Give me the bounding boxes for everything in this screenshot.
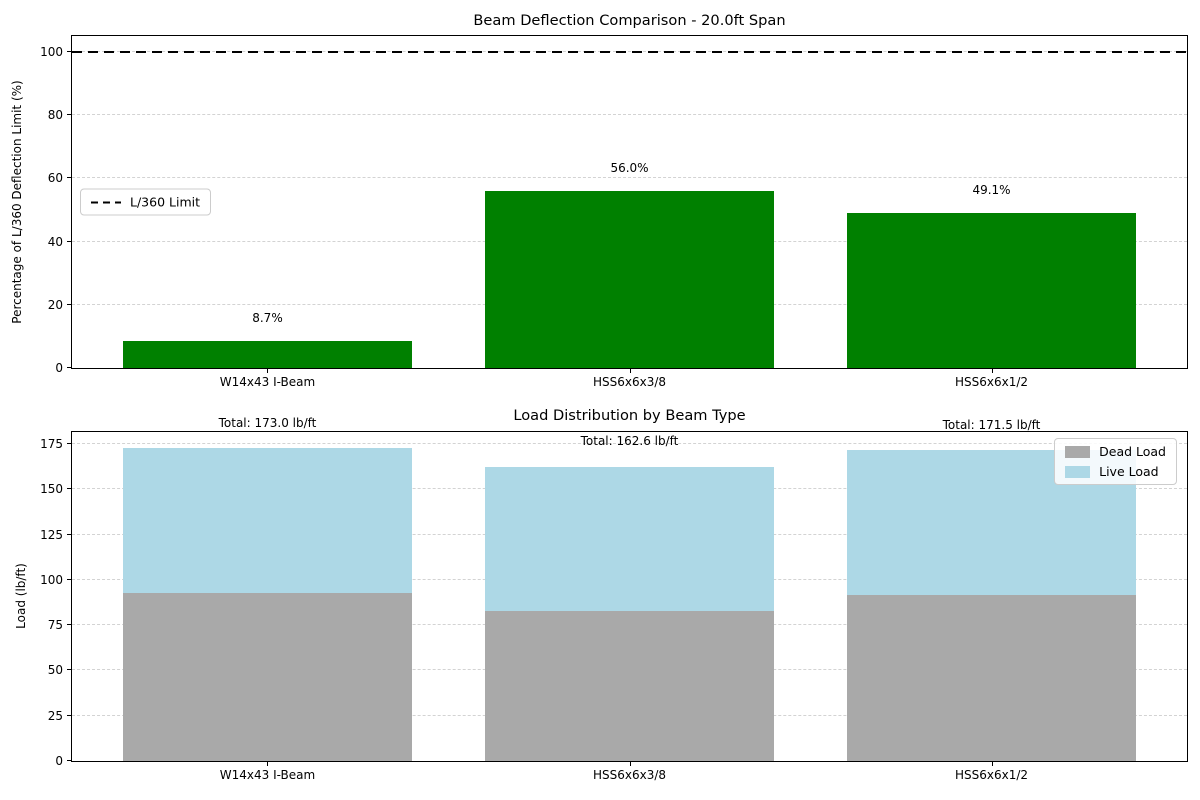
- y-tick-mark: [67, 488, 71, 490]
- y-tick-mark: [67, 669, 71, 671]
- dashed-line-marker-icon: [91, 201, 121, 203]
- y-tick-mark: [67, 114, 71, 116]
- y-tick-mark: [67, 714, 71, 716]
- y-tick-label: 60: [47, 171, 63, 186]
- bar-value-label: 49.1%: [972, 182, 1011, 197]
- y-tick-mark: [67, 367, 71, 368]
- deflection-plot-area: L/360 Limit 0 20 40 60 80 100 W14x43 I-Beam HSS…: [40, 35, 1188, 389]
- y-tick-label: 50: [47, 663, 63, 678]
- deflection-bar: [122, 340, 413, 368]
- bar-value-label: 56.0%: [610, 161, 649, 176]
- deflection-y-axis-label: Percentage of L/360 Deflection Limit (%): [10, 80, 24, 324]
- total-load-label: Total: 162.6 lb/ft: [580, 434, 679, 449]
- load-y-axis-label: Load (lb/ft): [14, 563, 28, 629]
- x-tick-label: W14x43 I-Beam: [219, 768, 316, 782]
- y-tick-label: 150: [40, 482, 63, 497]
- y-tick-label: 75: [47, 618, 63, 633]
- x-tick-label: HSS6x6x3/8: [592, 375, 667, 389]
- legend-label: Dead Load: [1099, 444, 1166, 459]
- dead-load-segment: [846, 595, 1137, 761]
- legend-entry-l360-limit: L/360 Limit: [91, 195, 200, 210]
- gridline: [72, 177, 1187, 179]
- y-tick-label: 0: [55, 754, 63, 768]
- deflection-bar: [484, 190, 775, 368]
- x-tick-mark: [629, 762, 631, 766]
- load-plot-area: Dead Load Live Load 0 25 50 75 100 125 150 175 W…: [40, 416, 1188, 782]
- legend-entry-dead-load: Dead Load: [1065, 444, 1166, 459]
- y-tick-label: 175: [40, 437, 63, 452]
- x-tick-label: W14x43 I-Beam: [219, 375, 316, 389]
- gridline: [72, 114, 1187, 116]
- stacked-bar: [484, 466, 775, 761]
- x-tick-mark: [629, 369, 631, 373]
- live-load-swatch-icon: [1065, 465, 1091, 478]
- x-tick-mark: [991, 369, 993, 373]
- y-tick-mark: [67, 240, 71, 242]
- y-tick-label: 100: [40, 44, 63, 59]
- bar-value-label: 8.7%: [252, 310, 283, 325]
- y-tick-label: 100: [40, 572, 63, 587]
- deflection-bar: [846, 212, 1137, 368]
- legend-label: L/360 Limit: [130, 194, 200, 210]
- load-chart-title: Load Distribution by Beam Type: [513, 407, 746, 424]
- deflection-legend: L/360 Limit: [80, 188, 211, 216]
- live-load-segment: [122, 447, 413, 593]
- y-tick-mark: [67, 50, 71, 52]
- y-tick-mark: [67, 533, 71, 535]
- y-tick-label: 25: [47, 708, 63, 723]
- legend-label: Live Load: [1099, 464, 1159, 479]
- gridline: [72, 443, 1187, 445]
- x-tick-label: HSS6x6x1/2: [954, 768, 1029, 782]
- live-load-segment: [484, 466, 775, 612]
- deflection-chart-title: Beam Deflection Comparison - 20.0ft Span: [473, 12, 786, 29]
- total-load-label: Total: 173.0 lb/ft: [218, 415, 317, 430]
- x-tick-mark: [991, 762, 993, 766]
- dead-load-segment: [484, 611, 775, 761]
- y-tick-label: 125: [40, 527, 63, 542]
- y-tick-label: 40: [47, 234, 63, 249]
- dead-load-segment: [122, 592, 413, 761]
- y-tick-mark: [67, 177, 71, 179]
- x-tick-mark: [267, 762, 269, 766]
- total-load-label: Total: 171.5 lb/ft: [942, 418, 1041, 433]
- l360-limit-line: [72, 50, 1187, 53]
- stacked-bar: [846, 450, 1137, 761]
- x-tick-label: HSS6x6x1/2: [954, 375, 1029, 389]
- y-tick-mark: [67, 624, 71, 626]
- y-tick-label: 20: [47, 297, 63, 312]
- y-tick-label: 0: [55, 361, 63, 375]
- legend-entry-live-load: Live Load: [1065, 464, 1166, 479]
- x-tick-mark: [267, 369, 269, 373]
- y-tick-mark: [67, 303, 71, 305]
- y-tick-mark: [67, 578, 71, 580]
- x-tick-label: HSS6x6x3/8: [592, 768, 667, 782]
- y-tick-mark: [67, 443, 71, 445]
- y-tick-mark: [67, 760, 71, 761]
- load-legend: Dead Load Live Load: [1054, 438, 1177, 485]
- dead-load-swatch-icon: [1065, 445, 1091, 458]
- stacked-bar: [122, 447, 413, 761]
- y-tick-label: 80: [47, 108, 63, 123]
